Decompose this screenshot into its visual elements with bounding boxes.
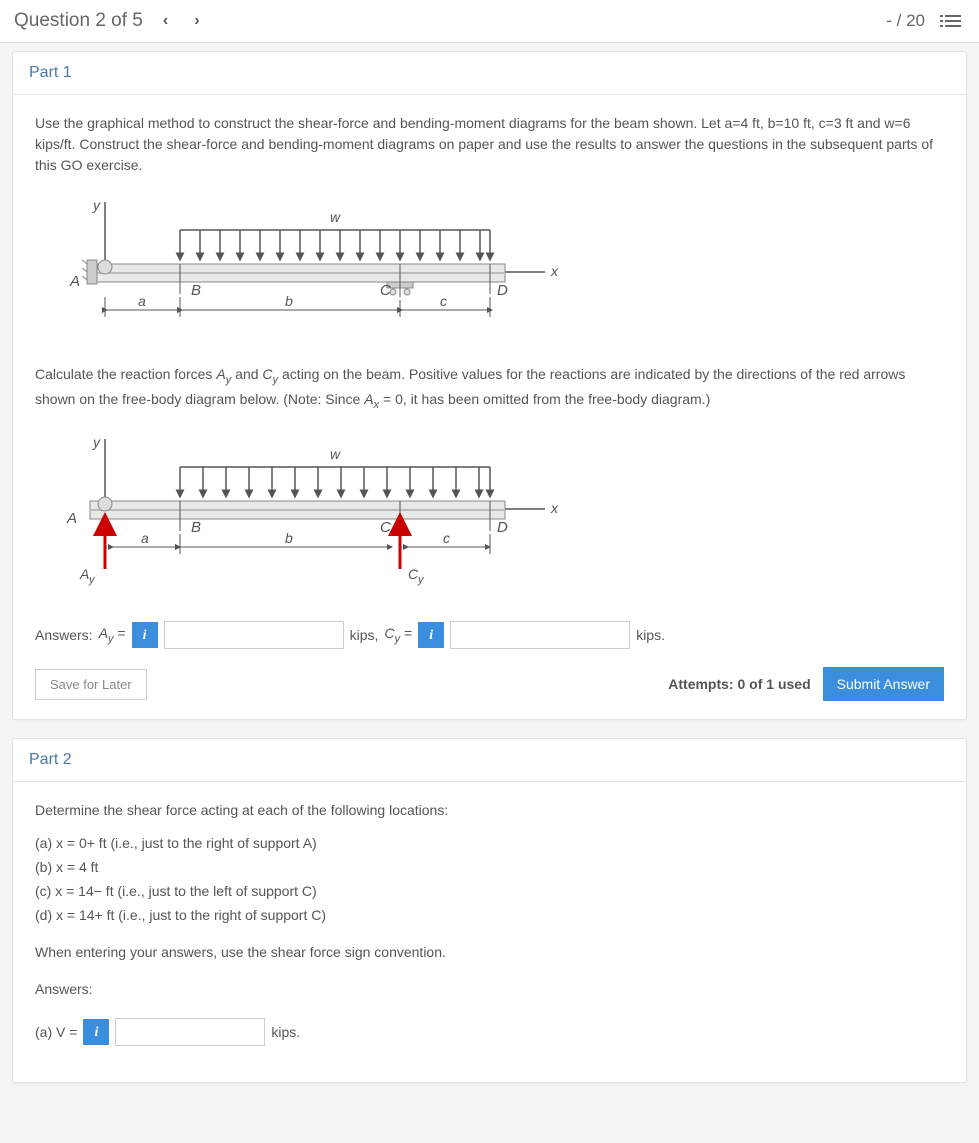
part1-calc-text: Calculate the reaction forces Ay and Cy … [35, 364, 944, 413]
va-input[interactable] [115, 1018, 265, 1046]
svg-text:b: b [285, 293, 293, 309]
svg-text:c: c [443, 530, 450, 546]
next-button[interactable]: › [188, 10, 205, 32]
ay-input[interactable] [164, 621, 344, 649]
svg-text:C: C [380, 519, 391, 536]
svg-text:x: x [550, 263, 559, 279]
unit-kips-end: kips. [636, 625, 665, 646]
topbar-right: - / 20 [886, 11, 965, 31]
part1-intro: Use the graphical method to construct th… [35, 113, 944, 176]
svg-text:a: a [141, 530, 149, 546]
beam-diagram-2: y x A B C D w [35, 429, 944, 599]
unit-kips-mid: kips, [350, 625, 379, 646]
svg-text:A: A [69, 273, 80, 290]
part1-body: Use the graphical method to construct th… [13, 95, 966, 719]
cy-input[interactable] [450, 621, 630, 649]
part1-header: Part 1 [13, 52, 966, 95]
part2-body: Determine the shear force acting at each… [13, 782, 966, 1082]
question-title: Question 2 of 5 [14, 10, 143, 32]
svg-text:y: y [88, 574, 96, 586]
prev-button[interactable]: ‹ [157, 10, 174, 32]
attempts-label: Attempts: 0 of 1 used [668, 674, 810, 695]
svg-text:y: y [92, 434, 101, 450]
topbar-left: Question 2 of 5 ‹ › [14, 10, 206, 32]
svg-text:C: C [380, 282, 391, 299]
topbar: Question 2 of 5 ‹ › - / 20 [0, 0, 979, 43]
a-prefix: (a) V = [35, 1022, 77, 1043]
part2-locations: (a) x = 0+ ft (i.e., just to the right o… [35, 833, 944, 926]
score-display: - / 20 [886, 11, 925, 31]
svg-text:D: D [497, 282, 508, 299]
unit-kips: kips. [271, 1022, 300, 1043]
info-icon[interactable]: i [418, 622, 444, 648]
sign-convention: When entering your answers, use the shea… [35, 942, 944, 963]
answers-label: Answers: [35, 625, 93, 646]
list-item: (c) x = 14− ft (i.e., just to the left o… [35, 881, 944, 902]
answers-label: Answers: [35, 979, 944, 1000]
part2-header: Part 2 [13, 739, 966, 782]
svg-text:y: y [417, 574, 425, 586]
submit-button[interactable]: Submit Answer [823, 667, 944, 701]
svg-text:c: c [440, 293, 447, 309]
svg-text:A: A [79, 566, 89, 582]
save-for-later-button[interactable]: Save for Later [35, 669, 147, 700]
part1-panel: Part 1 Use the graphical method to const… [12, 51, 967, 720]
svg-text:B: B [191, 519, 201, 536]
beam-diagram-1: y x A B [35, 192, 944, 342]
svg-text:A: A [66, 510, 77, 527]
part1-answer-row: Answers: Ay = i kips, Cy = i kips. [35, 621, 944, 649]
svg-text:D: D [497, 519, 508, 536]
svg-text:x: x [550, 500, 559, 516]
list-item: (a) x = 0+ ft (i.e., just to the right o… [35, 833, 944, 854]
part1-footer: Save for Later Attempts: 0 of 1 used Sub… [35, 667, 944, 701]
svg-text:w: w [330, 209, 341, 225]
info-icon[interactable]: i [132, 622, 158, 648]
list-item: (d) x = 14+ ft (i.e., just to the right … [35, 905, 944, 926]
list-item: (b) x = 4 ft [35, 857, 944, 878]
part2-panel: Part 2 Determine the shear force acting … [12, 738, 967, 1083]
svg-text:B: B [191, 282, 201, 299]
svg-text:b: b [285, 530, 293, 546]
menu-icon[interactable] [941, 11, 965, 31]
part2-answer-a: (a) V = i kips. [35, 1018, 944, 1046]
part2-intro: Determine the shear force acting at each… [35, 800, 944, 821]
svg-text:a: a [138, 293, 146, 309]
info-icon[interactable]: i [83, 1019, 109, 1045]
svg-text:w: w [330, 446, 341, 462]
svg-text:y: y [92, 197, 101, 213]
